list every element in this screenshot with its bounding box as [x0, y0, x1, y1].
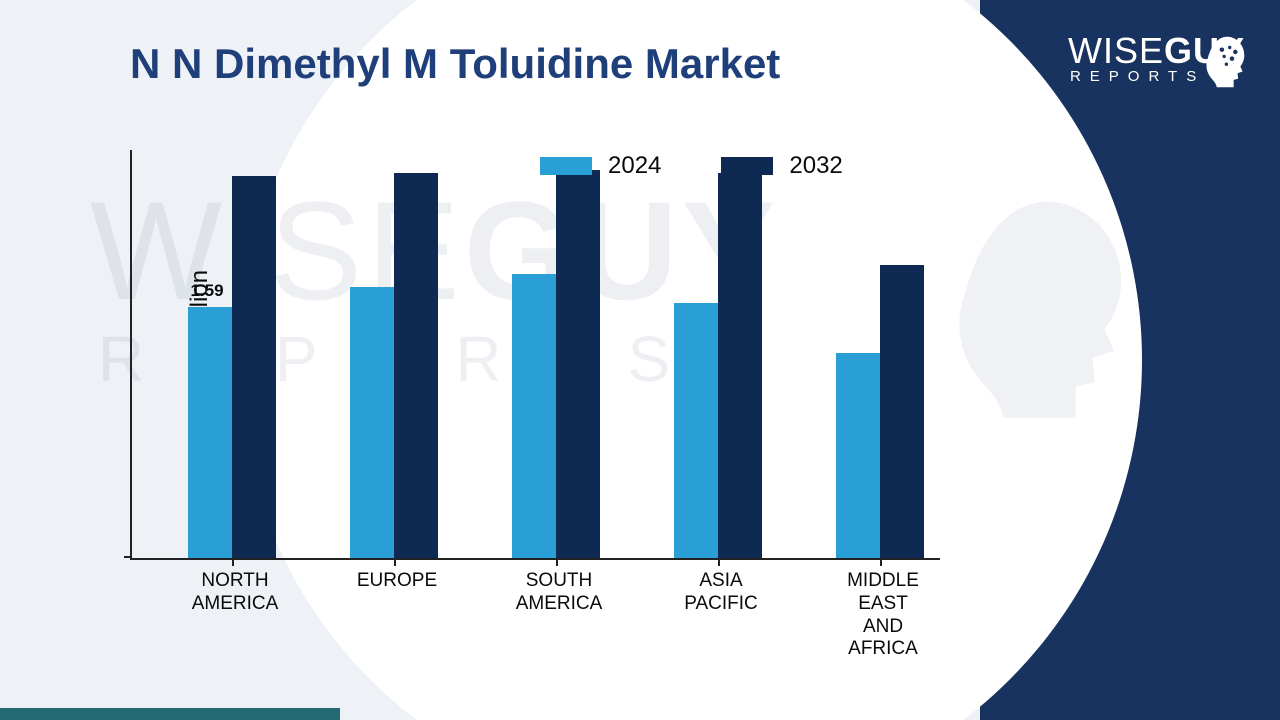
chart-area: Market Size in USD Billion 1.59NORTHAMER… [70, 150, 940, 670]
bar-2032 [556, 170, 600, 558]
head-silhouette-icon [1195, 34, 1251, 90]
legend-swatch [540, 157, 592, 175]
category-label: MIDDLEEASTANDAFRICA [813, 570, 953, 661]
legend-item-2032: 2032 [721, 152, 842, 180]
bar-2024 [350, 287, 394, 558]
bottom-accent-bar [0, 708, 340, 720]
legend-label: 2024 [608, 152, 661, 180]
legend-swatch [721, 157, 773, 175]
legend-item-2024: 2024 [540, 152, 661, 180]
bar-value-label: 1.59 [162, 281, 252, 301]
legend-label: 2032 [789, 152, 842, 180]
bar-2024 [674, 303, 718, 558]
bar-2032 [718, 173, 762, 558]
category-label: NORTHAMERICA [165, 570, 305, 616]
bar-2032 [232, 176, 276, 558]
bar-2024 [188, 307, 232, 558]
bar-2024 [836, 353, 880, 558]
category-label: SOUTHAMERICA [489, 570, 629, 616]
bar-2032 [394, 173, 438, 558]
brand-logo: WISEGUY REPORTS [1068, 30, 1245, 85]
plot-area: 1.59NORTHAMERICAEUROPESOUTHAMERICAASIAPA… [130, 150, 940, 560]
category-label: EUROPE [327, 570, 467, 593]
bar-2024 [512, 274, 556, 558]
category-label: ASIAPACIFIC [651, 570, 791, 616]
chart-title: N N Dimethyl M Toluidine Market [130, 40, 780, 88]
bar-2032 [880, 265, 924, 558]
legend: 2024 2032 [540, 152, 843, 180]
